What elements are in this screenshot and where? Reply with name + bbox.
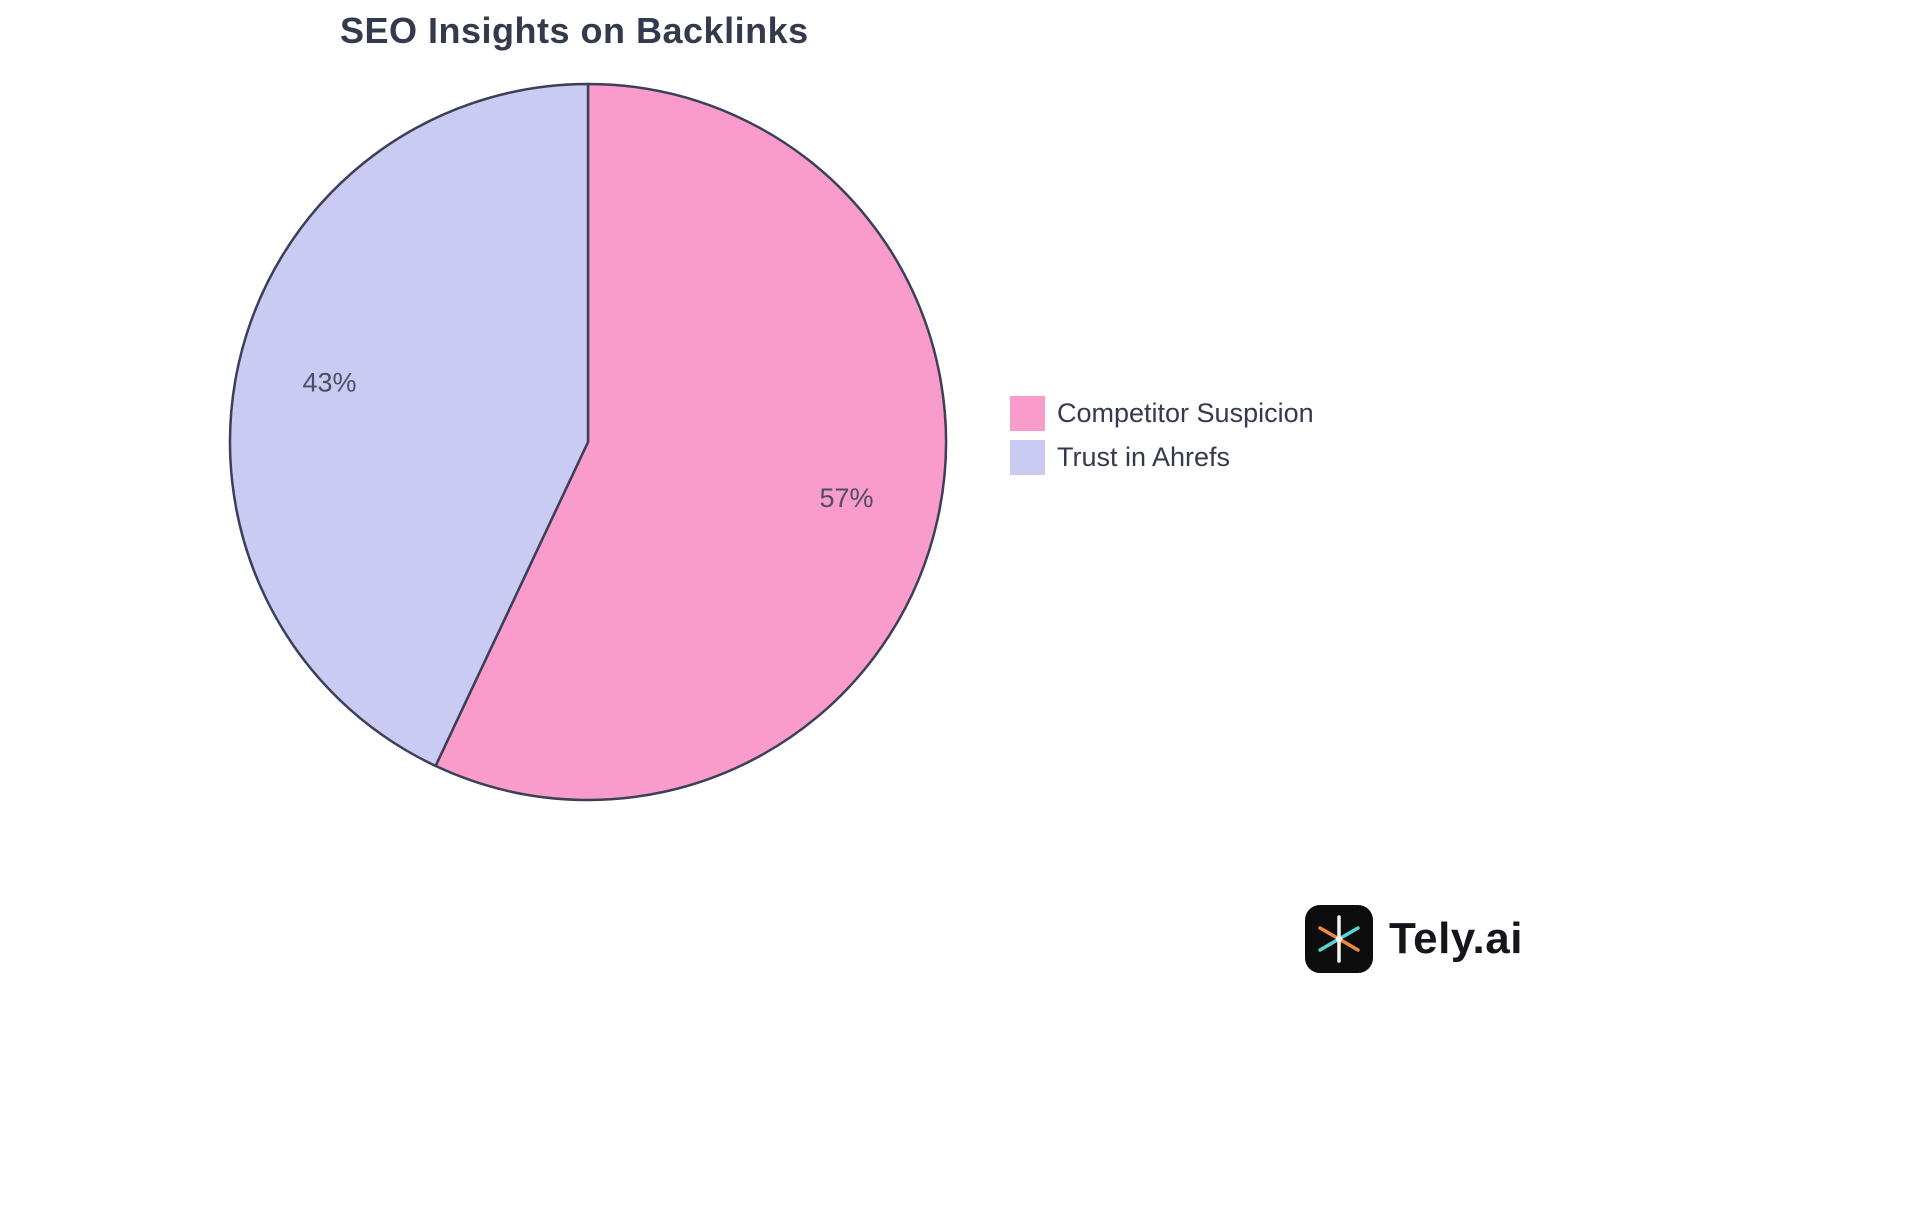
- brand-logo-text: Tely.ai: [1389, 914, 1523, 963]
- tely-starburst-icon: [1318, 915, 1360, 963]
- pie-chart: 57% 43%: [224, 78, 952, 806]
- slice-percent-label: 57%: [819, 483, 873, 513]
- legend-item-competitor-suspicion: Competitor Suspicion: [1010, 396, 1314, 431]
- legend: Competitor Suspicion Trust in Ahrefs: [1010, 396, 1314, 475]
- brand-logo: Tely.ai: [1305, 905, 1523, 973]
- chart-title: SEO Insights on Backlinks: [340, 10, 809, 51]
- legend-label: Trust in Ahrefs: [1057, 442, 1231, 472]
- legend-swatch-competitor-suspicion: [1010, 396, 1045, 431]
- slice-percent-label: 43%: [302, 367, 356, 397]
- pie-chart-svg: 57% 43%: [228, 82, 948, 802]
- legend-label: Competitor Suspicion: [1057, 398, 1314, 428]
- tely-logo-icon: [1305, 905, 1373, 973]
- legend-swatch-trust-in-ahrefs: [1010, 440, 1045, 475]
- pie-slice-trust-in-ahrefs: [228, 82, 590, 768]
- legend-item-trust-in-ahrefs: Trust in Ahrefs: [1010, 440, 1314, 475]
- pie-slice-competitor-suspicion: [434, 82, 948, 802]
